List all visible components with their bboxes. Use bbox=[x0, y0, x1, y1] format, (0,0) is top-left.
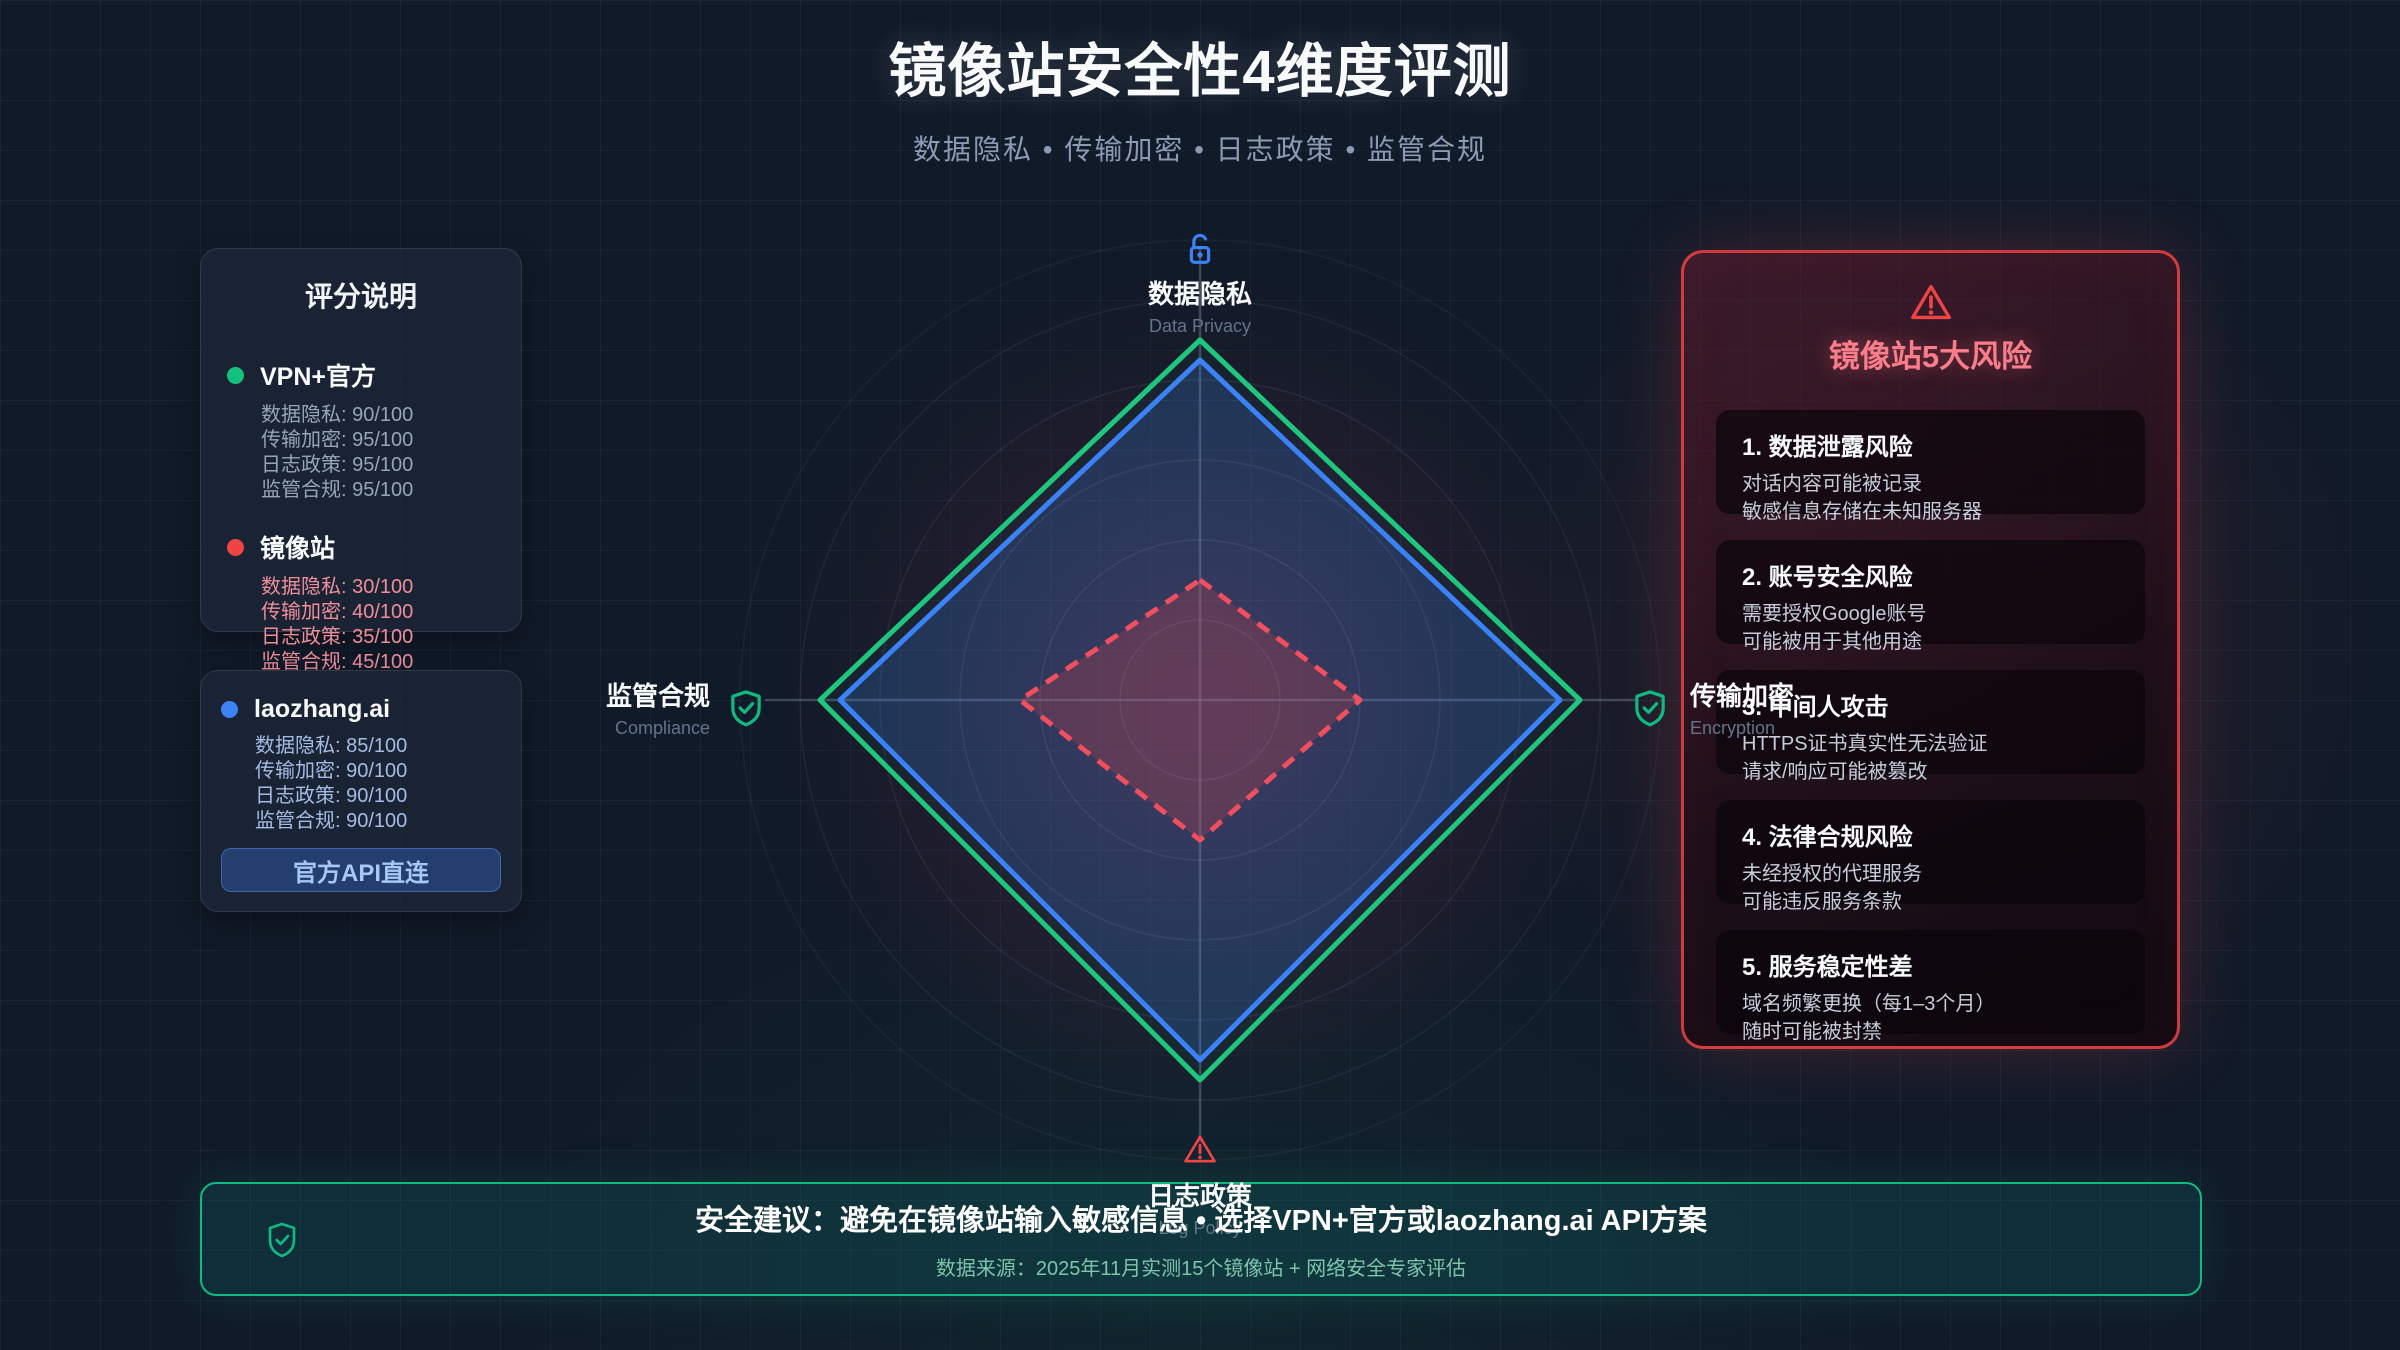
legend-group-mirror: 镜像站 数据隐私: 30/100 传输加密: 40/100 日志政策: 35/1… bbox=[227, 529, 495, 675]
legend-row: 日志政策: 90/100 bbox=[255, 785, 408, 807]
legend-dot-green bbox=[227, 366, 244, 384]
legend-panel: 评分说明 VPN+官方 数据隐私: 90/100 传输加密: 95/100 日志… bbox=[200, 248, 522, 673]
legend-group-vpn: VPN+官方 数据隐私: 90/100 传输加密: 95/100 日志政策: 9… bbox=[227, 357, 495, 503]
risk-panel-title: 镜像站5大风险 bbox=[1828, 339, 2033, 374]
legend-row: 监管合规: 45/100 bbox=[261, 651, 414, 673]
legend-row: 传输加密: 90/100 bbox=[255, 760, 408, 782]
risk-card-2: 2. 账号安全风险 需要授权Google账号 可能被用于其他用途 bbox=[1716, 540, 2145, 653]
page-title: 镜像站安全性4维度评测 bbox=[888, 39, 1512, 104]
security-banner bbox=[200, 1182, 2202, 1296]
risk-card-1: 1. 数据泄露风险 对话内容可能被记录 敏感信息存储在未知服务器 bbox=[1716, 410, 2145, 523]
legend-row: 数据隐私: 30/100 bbox=[261, 576, 414, 598]
shield-check-icon bbox=[268, 1222, 296, 1258]
legend-dot-blue bbox=[221, 701, 238, 718]
risk-panel: 镜像站5大风险 1. 数据泄露风险 对话内容可能被记录 敏感信息存储在未知服务器… bbox=[1681, 250, 2180, 1049]
radar-chart bbox=[739, 239, 1661, 1161]
page-subtitle: 数据隐私 • 传输加密 • 日志政策 • 监管合规 bbox=[912, 134, 1488, 165]
legend-row: 监管合规: 90/100 bbox=[255, 810, 408, 832]
risk-card-4: 4. 法律合规风险 未经授权的代理服务 可能违反服务条款 bbox=[1716, 800, 2145, 913]
laozhang-panel: laozhang.ai 数据隐私: 85/100 传输加密: 90/100 日志… bbox=[200, 670, 522, 912]
legend-panel-title: 评分说明 bbox=[304, 281, 417, 312]
radar-polygon-laozhang.ai bbox=[837, 357, 1563, 1063]
legend-row: 数据隐私: 85/100 bbox=[255, 735, 408, 757]
radar-grid-rings bbox=[799, 299, 1601, 1101]
legend-dot-red bbox=[227, 538, 244, 556]
warning-triangle-icon bbox=[1910, 284, 1951, 320]
radar-center-glow bbox=[770, 270, 1630, 1130]
official-api-button[interactable]: 官方API直连 bbox=[221, 848, 501, 892]
legend-row: 日志政策: 35/100 bbox=[261, 626, 414, 648]
radar-series-polygons bbox=[817, 337, 1583, 1083]
legend-row: 监管合规: 95/100 bbox=[261, 479, 414, 501]
page-header: 镜像站安全性4维度评测 数据隐私 • 传输加密 • 日志政策 • 监管合规 bbox=[0, 0, 2400, 168]
radar-polygon-VPN+官方 bbox=[817, 337, 1583, 1083]
legend-row: 传输加密: 40/100 bbox=[261, 601, 414, 623]
legend-row: 数据隐私: 90/100 bbox=[261, 404, 414, 426]
radar-polygon-镜像站 bbox=[1017, 577, 1363, 843]
legend-row: 日志政策: 95/100 bbox=[261, 454, 414, 476]
legend-row: 传输加密: 95/100 bbox=[261, 429, 414, 451]
laozhang-name: laozhang.ai bbox=[254, 695, 391, 723]
risk-card-3: 3. 中间人攻击 HTTPS证书真实性无法验证 请求/响应可能被篡改 bbox=[1716, 670, 2145, 783]
risk-card-5: 5. 服务稳定性差 域名频繁更换（每1–3个月） 随时可能被封禁 bbox=[1716, 930, 2145, 1043]
